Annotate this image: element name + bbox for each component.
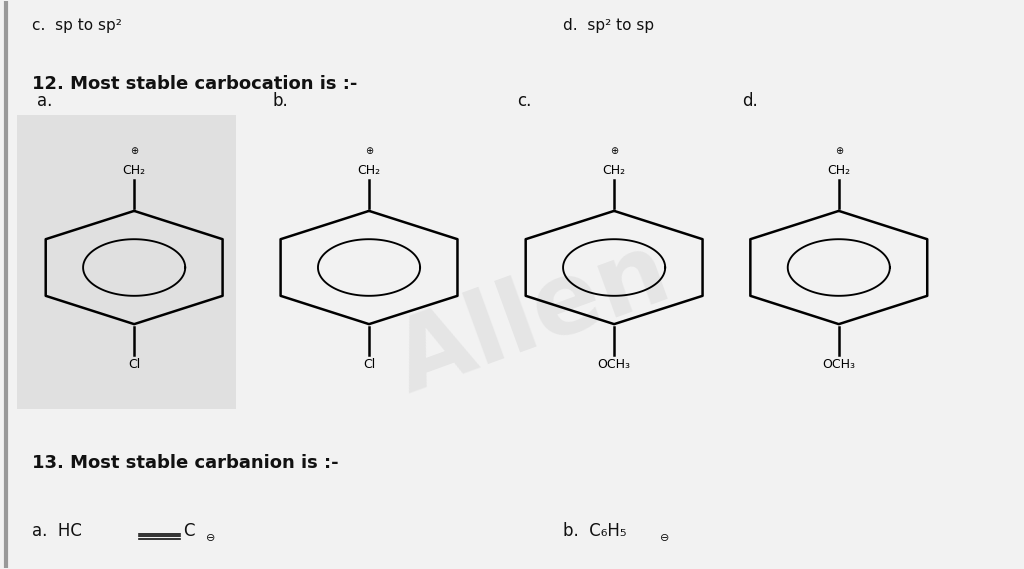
Text: b.  C₆H₅: b. C₆H₅	[563, 522, 627, 541]
Text: Cl: Cl	[362, 358, 375, 371]
Text: c.  sp to sp²: c. sp to sp²	[32, 18, 122, 34]
Text: CH₂: CH₂	[602, 164, 626, 177]
Text: ⊖: ⊖	[206, 533, 215, 542]
Text: b.: b.	[272, 92, 288, 110]
Text: Allen: Allen	[382, 224, 683, 413]
FancyBboxPatch shape	[16, 114, 237, 409]
Text: a.: a.	[37, 92, 52, 110]
Text: 13. Most stable carbanion is :-: 13. Most stable carbanion is :-	[32, 455, 339, 472]
Text: C: C	[183, 522, 195, 541]
Text: CH₂: CH₂	[357, 164, 381, 177]
Text: OCH₃: OCH₃	[598, 358, 631, 371]
Text: CH₂: CH₂	[827, 164, 850, 177]
Text: Cl: Cl	[128, 358, 140, 371]
Text: 12. Most stable carbocation is :-: 12. Most stable carbocation is :-	[32, 75, 357, 93]
Text: c.: c.	[517, 92, 531, 110]
Text: ⊕: ⊕	[610, 146, 618, 156]
Text: CH₂: CH₂	[123, 164, 145, 177]
Text: ⊕: ⊕	[130, 146, 138, 156]
Text: ⊕: ⊕	[365, 146, 373, 156]
Text: d.  sp² to sp: d. sp² to sp	[563, 18, 654, 34]
Text: d.: d.	[741, 92, 758, 110]
Text: ⊕: ⊕	[835, 146, 843, 156]
Text: ⊖: ⊖	[660, 533, 670, 542]
Text: OCH₃: OCH₃	[822, 358, 855, 371]
Text: a.  HC: a. HC	[32, 522, 82, 541]
